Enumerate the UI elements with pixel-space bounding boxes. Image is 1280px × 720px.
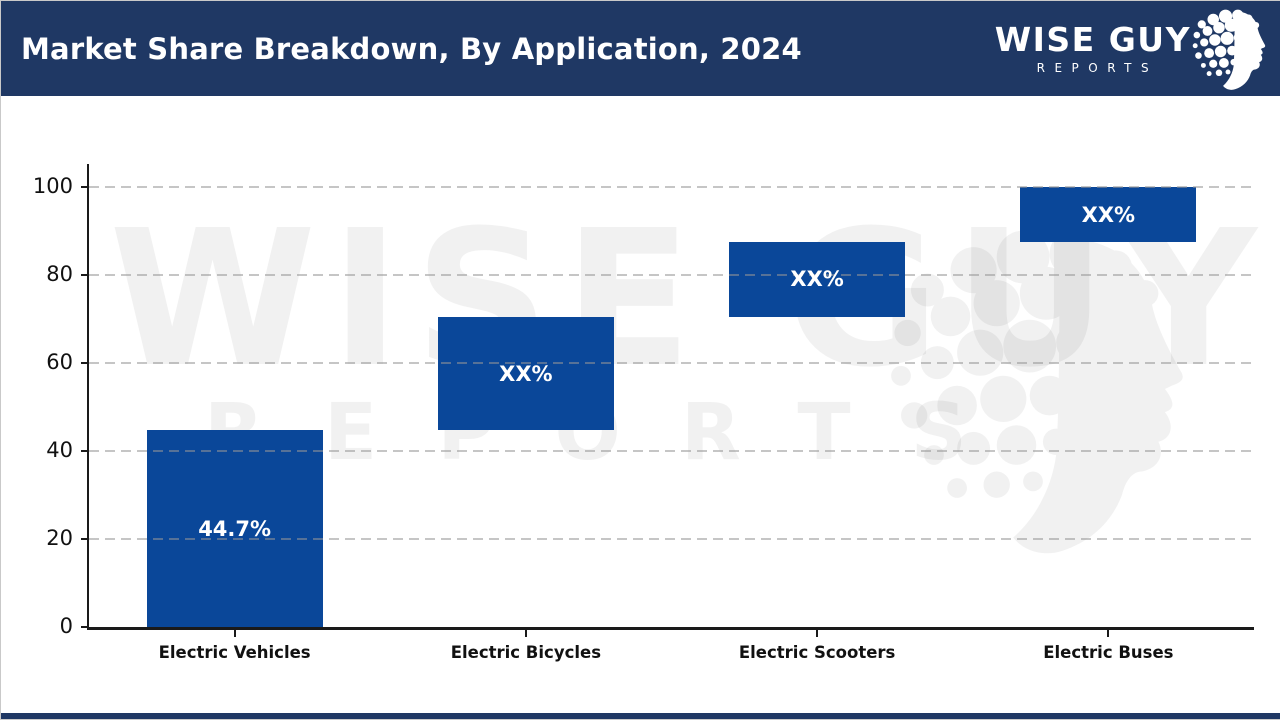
y-tick-label: 100 [32,174,73,198]
footer-bar [1,713,1280,719]
bar [1020,187,1197,242]
x-tick-mark [1107,630,1110,637]
y-tick-mark [81,450,89,452]
bar-value-label-box: 44.7% [147,430,323,627]
logo: WISE GUY REPORTS [995,8,1271,90]
bar-value-label: XX% [499,361,553,386]
header: Market Share Breakdown, By Application, … [1,1,1280,96]
y-tick-label: 80 [46,262,73,286]
x-axis [87,627,1254,630]
logo-subtext: REPORTS [1036,60,1159,75]
page-title: Market Share Breakdown, By Application, … [21,31,802,66]
x-tick-mark [816,630,819,637]
y-tick-label: 0 [59,614,73,638]
bar [729,242,906,317]
gridline [89,538,1254,540]
logo-wordmark: WISE GUY [994,19,1191,59]
y-axis [87,164,89,630]
bar-value-label: XX% [790,267,844,292]
gridline [89,274,1254,276]
gridline [89,186,1254,188]
bar [146,430,323,627]
bar [437,316,614,431]
bar-value-label: XX% [1081,202,1136,227]
bar-value-label-box: XX% [729,242,905,317]
x-tick-label: Electric Scooters [738,643,896,662]
y-tick-mark [81,274,89,276]
gridline [89,362,1254,364]
bar-value-label-box: XX% [1020,187,1196,242]
bar-value-label: 44.7% [198,516,272,541]
x-tick-label: Electric Bicycles [450,643,602,662]
y-tick-label: 40 [46,438,73,462]
y-tick-mark [81,186,89,188]
logo-text: WISE GUY REPORTS [995,23,1191,75]
y-tick-label: 20 [46,526,73,550]
y-tick-mark [81,538,89,540]
x-tick-label: Electric Vehicles [158,643,311,662]
y-tick-mark [81,362,89,364]
chart-area: WISE GUY REPORTS 0 20 40 60 80 100 Electric Ve… [1,96,1280,715]
x-tick-mark [233,630,236,637]
gridline [89,450,1254,452]
x-tick-mark [524,630,527,637]
x-tick-label: Electric Buses [1043,643,1174,662]
y-tick-label: 60 [46,350,73,374]
bar-value-label-box: XX% [438,317,614,431]
logo-head-icon [1192,9,1266,90]
y-tick-mark [81,626,89,628]
